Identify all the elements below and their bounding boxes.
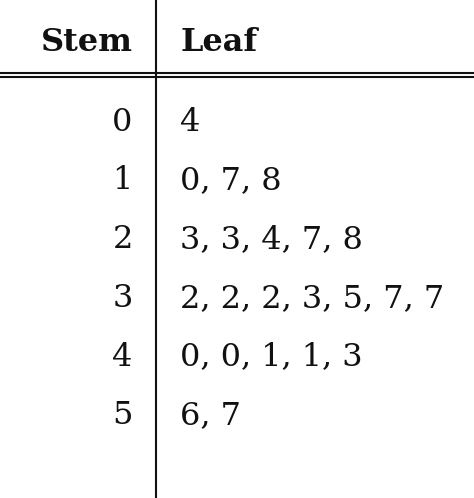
- Text: 3, 3, 4, 7, 8: 3, 3, 4, 7, 8: [180, 224, 363, 255]
- Text: 4: 4: [180, 107, 201, 137]
- Text: 0, 0, 1, 1, 3: 0, 0, 1, 1, 3: [180, 342, 363, 373]
- Text: Leaf: Leaf: [180, 27, 257, 58]
- Text: 2, 2, 2, 3, 5, 7, 7: 2, 2, 2, 3, 5, 7, 7: [180, 283, 444, 314]
- Text: 3: 3: [112, 283, 133, 314]
- Text: Stem: Stem: [41, 27, 133, 58]
- Text: 4: 4: [112, 342, 133, 373]
- Text: 5: 5: [112, 400, 133, 431]
- Text: 1: 1: [112, 165, 133, 196]
- Text: 6, 7: 6, 7: [180, 400, 241, 431]
- Text: 0: 0: [112, 107, 133, 137]
- Text: 2: 2: [112, 224, 133, 255]
- Text: 0, 7, 8: 0, 7, 8: [180, 165, 282, 196]
